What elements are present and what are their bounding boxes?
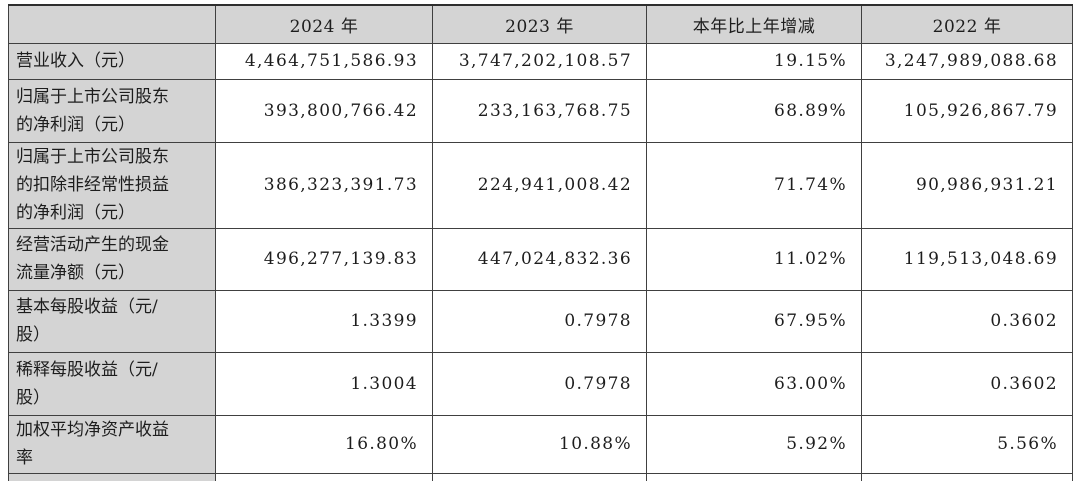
- cell-value-2024: 16.80%: [215, 414, 433, 474]
- cell-value-2022: [861, 472, 1073, 481]
- cell-value-2022: 105,926,867.79: [861, 78, 1073, 143]
- cell-value-change: 5.92%: [646, 414, 862, 474]
- cell-value-2024: 496,277,139.83: [215, 227, 433, 291]
- cell-value-2022: 0.3602: [861, 289, 1073, 353]
- row-label: 归属于上市公司股东的净利润（元）: [8, 78, 216, 143]
- cell-value-2022: 119,513,048.69: [861, 227, 1073, 291]
- row-label: 归属于上市公司股东的扣除非经常性损益的净利润（元）: [8, 141, 216, 229]
- row-label-text: 归属于上市公司股东的扣除非经常性损益的净利润（元）: [16, 147, 169, 223]
- cell-value-change: 71.74%: [646, 141, 862, 229]
- cell-value-2022: 3,247,989,088.68: [861, 42, 1073, 80]
- header-cell-2023: 2023 年: [432, 4, 647, 44]
- row-label: 基本每股收益（元/股）: [8, 289, 216, 353]
- cell-value-2023: 10.88%: [432, 414, 647, 474]
- cell-value-change: 63.00%: [646, 351, 862, 416]
- row-label: [8, 472, 216, 481]
- cell-value-2022: 5.56%: [861, 414, 1073, 474]
- table-header-row: 2024 年 2023 年 本年比上年增减 2022 年: [8, 4, 1073, 44]
- cell-value-2023: [432, 472, 647, 481]
- table-row-operating-revenue: 营业收入（元） 4,464,751,586.93 3,747,202,108.5…: [8, 42, 1073, 80]
- financial-summary-table: 2024 年 2023 年 本年比上年增减 2022 年 营业收入（元） 4,4…: [8, 4, 1073, 481]
- table-row-net-profit-excl-nonrecurring: 归属于上市公司股东的扣除非经常性损益的净利润（元） 386,323,391.73…: [8, 141, 1073, 229]
- row-label: 稀释每股收益（元/股）: [8, 351, 216, 416]
- cell-value-change: 68.89%: [646, 78, 862, 143]
- header-cell-2024: 2024 年: [215, 4, 433, 44]
- table-row-basic-eps: 基本每股收益（元/股） 1.3399 0.7978 67.95% 0.3602: [8, 289, 1073, 353]
- row-label-text: 稀释每股收益（元/股）: [16, 359, 158, 408]
- row-label-text: 加权平均净资产收益率: [16, 420, 169, 468]
- cell-value-2023: 3,747,202,108.57: [432, 42, 647, 80]
- cell-value-2023: 447,024,832.36: [432, 227, 647, 291]
- cell-value-2024: 386,323,391.73: [215, 141, 433, 229]
- cell-value-change: [646, 472, 862, 481]
- cell-value-change: 19.15%: [646, 42, 862, 80]
- cell-value-2023: 233,163,768.75: [432, 78, 647, 143]
- row-label: 经营活动产生的现金流量净额（元）: [8, 227, 216, 291]
- cell-value-2024: 4,464,751,586.93: [215, 42, 433, 80]
- cell-value-2023: 0.7978: [432, 289, 647, 353]
- table-row-operating-cash-flow: 经营活动产生的现金流量净额（元） 496,277,139.83 447,024,…: [8, 227, 1073, 291]
- row-label-text: 归属于上市公司股东的净利润（元）: [16, 86, 169, 135]
- header-cell-empty: [8, 4, 216, 44]
- cell-value-change: 11.02%: [646, 227, 862, 291]
- cell-value-change: 67.95%: [646, 289, 862, 353]
- cell-value-2024: 393,800,766.42: [215, 78, 433, 143]
- table-row-partial-cutoff: [8, 472, 1073, 481]
- table-row-weighted-avg-roe: 加权平均净资产收益率 16.80% 10.88% 5.92% 5.56%: [8, 414, 1073, 474]
- cell-value-2024: 1.3004: [215, 351, 433, 416]
- header-cell-2022: 2022 年: [861, 4, 1073, 44]
- header-cell-yoy-change: 本年比上年增减: [646, 4, 862, 44]
- row-label-text: 基本每股收益（元/股）: [16, 297, 158, 345]
- cell-value-2023: 224,941,008.42: [432, 141, 647, 229]
- row-label-text: 营业收入（元）: [16, 51, 135, 71]
- cell-value-2022: 90,986,931.21: [861, 141, 1073, 229]
- row-label-text: 经营活动产生的现金流量净额（元）: [16, 235, 169, 283]
- cell-value-2023: 0.7978: [432, 351, 647, 416]
- cell-value-2022: 0.3602: [861, 351, 1073, 416]
- cell-value-2024: 1.3399: [215, 289, 433, 353]
- row-label: 加权平均净资产收益率: [8, 414, 216, 474]
- cell-value-2024: [215, 472, 433, 481]
- table-row-net-profit: 归属于上市公司股东的净利润（元） 393,800,766.42 233,163,…: [8, 78, 1073, 143]
- row-label: 营业收入（元）: [8, 42, 216, 80]
- table-row-diluted-eps: 稀释每股收益（元/股） 1.3004 0.7978 63.00% 0.3602: [8, 351, 1073, 416]
